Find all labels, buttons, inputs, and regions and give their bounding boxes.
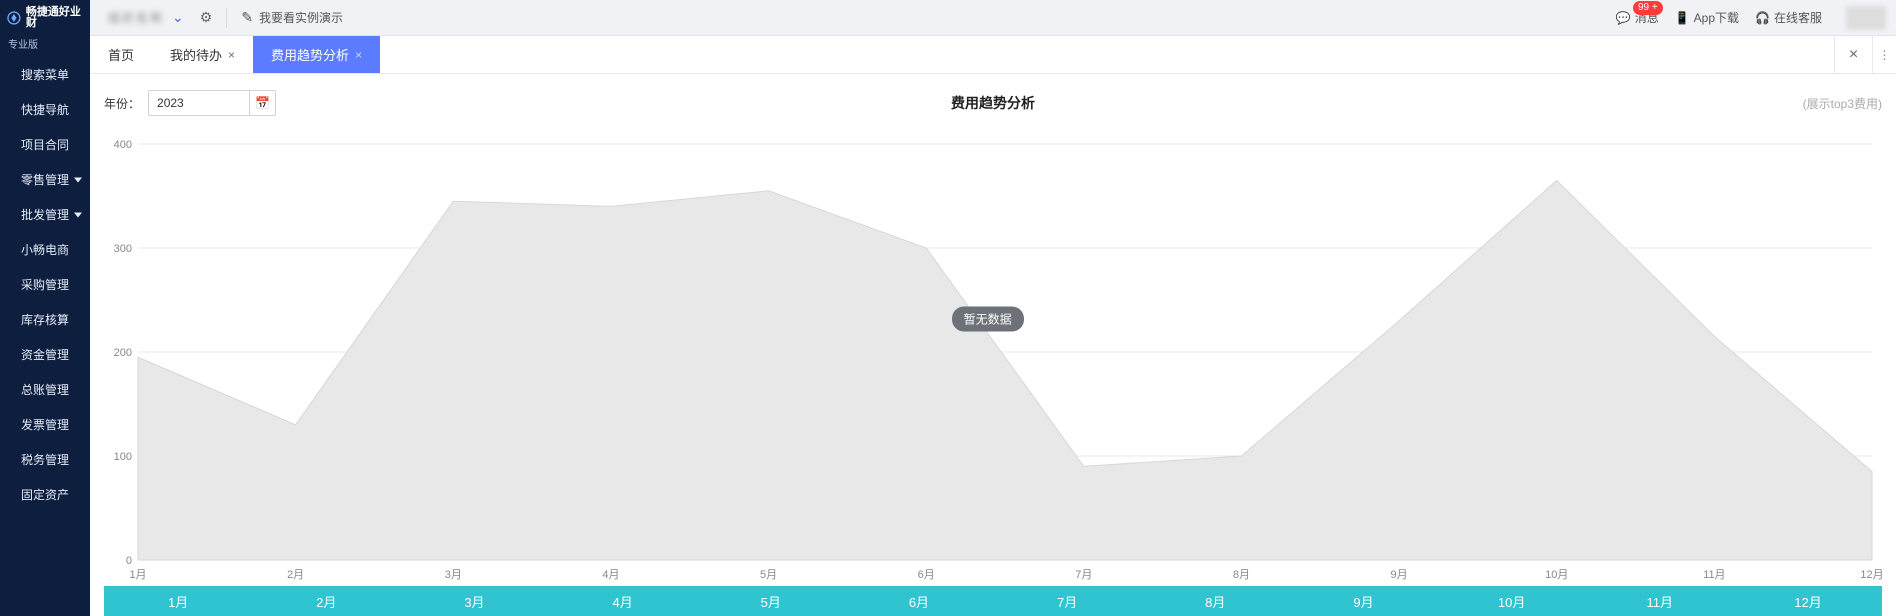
svg-text:12月: 12月 xyxy=(1860,569,1882,581)
sidebar-item[interactable]: 搜索菜单 xyxy=(0,57,90,92)
svg-text:4月: 4月 xyxy=(602,569,619,581)
no-data-pill: 暂无数据 xyxy=(952,306,1024,331)
close-icon[interactable]: × xyxy=(355,48,362,62)
topbar: 组织名称 ⌄ ⚙ ✎ 我要看实例演示 💬 消息 99 + 📱 App下载 xyxy=(90,0,1896,36)
messages-button[interactable]: 💬 消息 99 + xyxy=(1616,9,1659,26)
svg-text:6月: 6月 xyxy=(918,569,935,581)
month-cell[interactable]: 6月 xyxy=(845,586,993,616)
month-cell[interactable]: 3月 xyxy=(400,586,548,616)
svg-text:1月: 1月 xyxy=(129,569,146,581)
tab-more-button[interactable]: ⋮ xyxy=(1872,36,1896,73)
month-cell[interactable]: 4月 xyxy=(549,586,697,616)
tab-label: 费用趋势分析 xyxy=(271,45,349,64)
svg-text:5月: 5月 xyxy=(760,569,777,581)
month-cell[interactable]: 10月 xyxy=(1438,586,1586,616)
sidebar-item[interactable]: 批发管理 xyxy=(0,197,90,232)
svg-text:3月: 3月 xyxy=(445,569,462,581)
brand-logo: 畅捷通好业财 xyxy=(0,0,90,36)
tab-label: 我的待办 xyxy=(170,45,222,64)
demo-link[interactable]: ✎ 我要看实例演示 xyxy=(241,9,343,26)
close-all-tabs-button[interactable]: × xyxy=(1834,36,1872,73)
svg-text:8月: 8月 xyxy=(1233,569,1250,581)
year-input-wrap: 📅 xyxy=(148,90,276,116)
tab[interactable]: 首页 xyxy=(90,36,152,73)
demo-label: 我要看实例演示 xyxy=(259,9,343,26)
sidebar-item[interactable]: 固定资产 xyxy=(0,477,90,512)
tab-row: 首页 我的待办 × 费用趋势分析 × × ⋮ xyxy=(90,36,1896,74)
chart-area: 0 100 200 300 400 1月 2月 3月 4月 5月 6月 7月 8月 9月 10月 11月 12月… xyxy=(104,136,1882,586)
brand-logo-icon xyxy=(6,9,22,27)
sidebar-item[interactable]: 税务管理 xyxy=(0,442,90,477)
support-label: 在线客服 xyxy=(1774,9,1822,26)
svg-text:200: 200 xyxy=(114,347,132,359)
calendar-icon[interactable]: 📅 xyxy=(249,91,275,115)
sidebar-item[interactable]: 零售管理 xyxy=(0,162,90,197)
sidebar-item[interactable]: 总账管理 xyxy=(0,372,90,407)
sidebar-item[interactable]: 采购管理 xyxy=(0,267,90,302)
svg-text:10月: 10月 xyxy=(1545,569,1568,581)
gear-icon[interactable]: ⚙ xyxy=(200,9,213,26)
area-chart: 0 100 200 300 400 1月 2月 3月 4月 5月 6月 7月 8月 9月 10月 11月 12月 xyxy=(104,136,1882,586)
brand-name: 畅捷通好业财 xyxy=(26,7,84,29)
message-icon: 💬 xyxy=(1616,11,1631,25)
sidebar-item[interactable]: 发票管理 xyxy=(0,407,90,442)
svg-text:2月: 2月 xyxy=(287,569,304,581)
support-button[interactable]: 🎧 在线客服 xyxy=(1755,9,1822,26)
sidebar-item[interactable]: 项目合同 xyxy=(0,127,90,162)
comment-icon: ✎ xyxy=(241,9,253,26)
year-input[interactable] xyxy=(149,96,249,110)
headset-icon: 🎧 xyxy=(1755,11,1770,25)
svg-text:100: 100 xyxy=(114,451,132,463)
month-cell[interactable]: 12月 xyxy=(1734,586,1882,616)
tab[interactable]: 费用趋势分析 × xyxy=(253,36,380,73)
top3-hint: (展示top3费用) xyxy=(1803,95,1882,112)
month-cell[interactable]: 8月 xyxy=(1141,586,1289,616)
sidebar-item[interactable]: 库存核算 xyxy=(0,302,90,337)
close-icon[interactable]: × xyxy=(228,48,235,62)
main-area: 组织名称 ⌄ ⚙ ✎ 我要看实例演示 💬 消息 99 + 📱 App下载 xyxy=(90,0,1896,616)
svg-text:400: 400 xyxy=(114,139,132,151)
chart-title: 费用趋势分析 xyxy=(951,93,1035,113)
svg-text:7月: 7月 xyxy=(1075,569,1092,581)
month-cell[interactable]: 2月 xyxy=(252,586,400,616)
month-cell[interactable]: 1月 xyxy=(104,586,252,616)
app-download-button[interactable]: 📱 App下载 xyxy=(1675,9,1739,26)
month-cell[interactable]: 5月 xyxy=(697,586,845,616)
tab[interactable]: 我的待办 × xyxy=(152,36,253,73)
content: 年份： 📅 费用趋势分析 (展示top3费用) 01002003004001月2… xyxy=(90,74,1896,616)
phone-icon: 📱 xyxy=(1675,11,1690,25)
chevron-down-icon: ⌄ xyxy=(172,9,184,26)
svg-text:0: 0 xyxy=(126,555,132,567)
app-root: 畅捷通好业财 专业版 搜索菜单快捷导航项目合同零售管理批发管理小畅电商采购管理库… xyxy=(0,0,1896,616)
filter-row: 年份： 📅 费用趋势分析 (展示top3费用) xyxy=(104,88,1882,118)
app-label: App下载 xyxy=(1694,9,1739,26)
svg-text:9月: 9月 xyxy=(1391,569,1408,581)
avatar[interactable] xyxy=(1846,6,1886,30)
brand-edition: 专业版 xyxy=(0,36,90,57)
month-strip: 1月2月3月4月5月6月7月8月9月10月11月12月 xyxy=(104,586,1882,616)
month-cell[interactable]: 9月 xyxy=(1289,586,1437,616)
month-cell[interactable]: 11月 xyxy=(1586,586,1734,616)
svg-text:11月: 11月 xyxy=(1703,569,1725,581)
divider xyxy=(226,8,227,28)
sidebar-item[interactable]: 小畅电商 xyxy=(0,232,90,267)
messages-badge: 99 + xyxy=(1633,1,1663,15)
sidebar-item[interactable]: 资金管理 xyxy=(0,337,90,372)
year-label: 年份： xyxy=(104,95,140,112)
org-selector[interactable]: 组织名称 ⌄ xyxy=(100,7,192,28)
org-name-blurred: 组织名称 xyxy=(108,9,164,26)
month-cell[interactable]: 7月 xyxy=(993,586,1141,616)
svg-text:300: 300 xyxy=(114,243,132,255)
sidebar-item[interactable]: 快捷导航 xyxy=(0,92,90,127)
topbar-right: 💬 消息 99 + 📱 App下载 🎧 在线客服 xyxy=(1616,6,1886,30)
tab-label: 首页 xyxy=(108,45,134,64)
sidebar: 畅捷通好业财 专业版 搜索菜单快捷导航项目合同零售管理批发管理小畅电商采购管理库… xyxy=(0,0,90,616)
